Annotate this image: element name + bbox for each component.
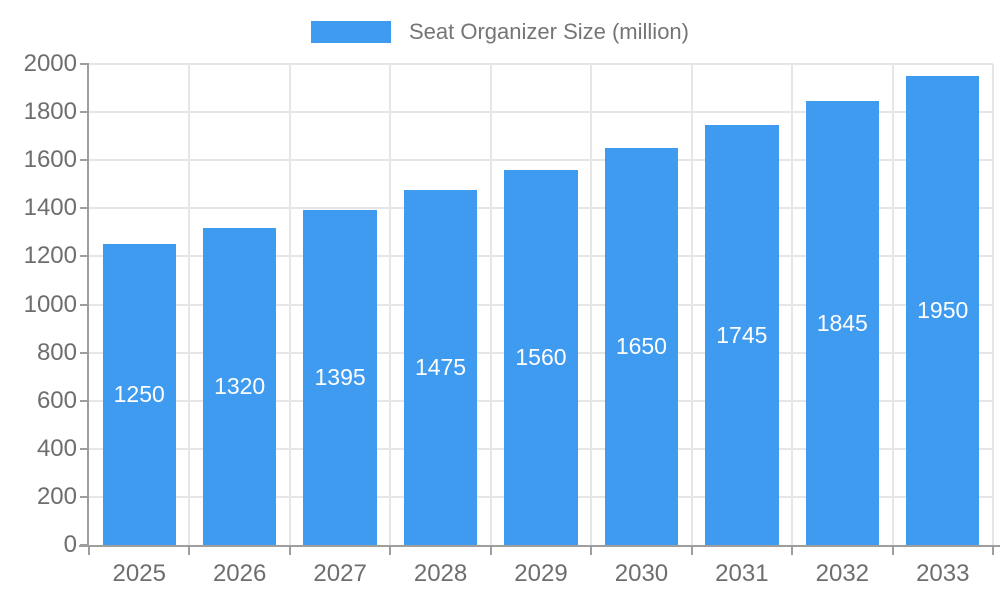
gridline-vertical [288, 64, 291, 545]
bar-slot: 1650 [591, 64, 691, 545]
gridline-vertical [992, 64, 994, 545]
x-axis-tick [891, 547, 894, 555]
y-tick-label: 600 [36, 386, 77, 414]
bar-2025: 1250 [102, 244, 176, 545]
bar-2032: 1845 [805, 101, 879, 545]
x-axis-tick [188, 547, 191, 555]
y-axis-tick [80, 303, 89, 306]
y-axis-tick [80, 399, 89, 402]
y-axis-tick [80, 495, 89, 498]
bar-value-label: 1395 [314, 363, 366, 390]
x-axis-tick [791, 547, 794, 555]
x-tick-label: 2026 [212, 560, 267, 587]
gridline-vertical [188, 64, 191, 545]
x-tick-label: 2029 [514, 560, 568, 587]
bar-2029: 1560 [504, 169, 578, 545]
x-tick-label: 2030 [614, 560, 669, 587]
bar-2027: 1395 [303, 209, 377, 545]
x-axis-tick [690, 547, 693, 555]
bar-value-label: 1950 [917, 297, 969, 324]
y-axis-tick [80, 207, 89, 210]
x-tick-label: 2027 [313, 560, 367, 587]
y-axis-tick [80, 111, 89, 114]
x-axis-tick [590, 547, 593, 555]
x-axis-tick [88, 547, 90, 555]
bar-slot: 1950 [893, 64, 993, 545]
legend-label: Seat Organizer Size (million) [409, 19, 689, 44]
y-tick-label: 2000 [23, 50, 77, 77]
x-axis-tick [489, 547, 492, 555]
bar-value-label: 1560 [515, 343, 567, 370]
bars-layer: 1250 1320 1395 1475 1560 1650 1745 1845 1950 [89, 64, 993, 545]
y-tick-label: 800 [36, 338, 77, 366]
gridline-horizontal [89, 111, 993, 114]
y-tick-label: 1600 [23, 146, 77, 174]
gridline-vertical [791, 64, 794, 545]
x-tick-label: 2028 [413, 560, 468, 587]
y-tick-label: 1800 [23, 98, 77, 126]
bar-2033: 1950 [906, 76, 980, 545]
gridline-vertical [489, 64, 492, 545]
y-axis-tick [80, 544, 89, 546]
x-tick-label: 2031 [715, 560, 769, 587]
x-tick-label: 2033 [916, 560, 970, 587]
y-tick-label: 1000 [23, 290, 77, 318]
bar-slot: 1560 [491, 64, 591, 545]
y-axis-tick [80, 447, 89, 450]
gridline-vertical [690, 64, 693, 545]
gridline-vertical [590, 64, 593, 545]
x-tick-label: 2032 [815, 560, 870, 587]
y-tick-label: 1400 [23, 194, 77, 222]
x-axis-tick [288, 547, 291, 555]
legend-swatch [311, 21, 391, 43]
y-axis-tick [80, 255, 89, 258]
bar-2026: 1320 [203, 227, 277, 545]
y-axis-tick [80, 159, 89, 162]
y-axis-tick [80, 351, 89, 354]
y-tick-label: 0 [63, 531, 77, 558]
bar-value-label: 1250 [113, 381, 165, 408]
bar-value-label: 1845 [816, 309, 868, 336]
bar-slot: 1250 [89, 64, 189, 545]
y-tick-label: 200 [36, 482, 77, 510]
plot-area: 0 200 400 600 800 1000 1200 1400 1600 1800 2000 202… [24, 52, 1000, 586]
bar-slot: 1320 [189, 64, 289, 545]
gridline-horizontal [89, 159, 993, 162]
x-tick-label: 2025 [112, 560, 166, 587]
bar-value-label: 1745 [716, 321, 768, 348]
y-tick-label: 400 [36, 434, 77, 462]
bar-2028: 1475 [403, 190, 478, 545]
bar-slot: 1845 [792, 64, 892, 545]
bar-value-label: 1475 [414, 354, 467, 381]
bar-value-label: 1650 [615, 333, 667, 360]
bar-2031: 1745 [705, 125, 779, 545]
y-axis-tick [80, 63, 89, 65]
bar-slot: 1395 [290, 64, 390, 545]
x-axis-line [79, 545, 1000, 547]
legend[interactable]: Seat Organizer Size (million) [0, 21, 1000, 43]
x-axis-tick [389, 547, 392, 555]
gridline-vertical [389, 64, 392, 545]
gridline-horizontal [89, 63, 993, 65]
x-axis-tick [992, 547, 994, 555]
bar-slot: 1475 [390, 64, 490, 545]
bar-slot: 1745 [692, 64, 792, 545]
bar-2030: 1650 [604, 148, 679, 545]
gridline-vertical [891, 64, 894, 545]
y-tick-label: 1200 [23, 242, 77, 270]
bar-value-label: 1320 [214, 372, 266, 399]
